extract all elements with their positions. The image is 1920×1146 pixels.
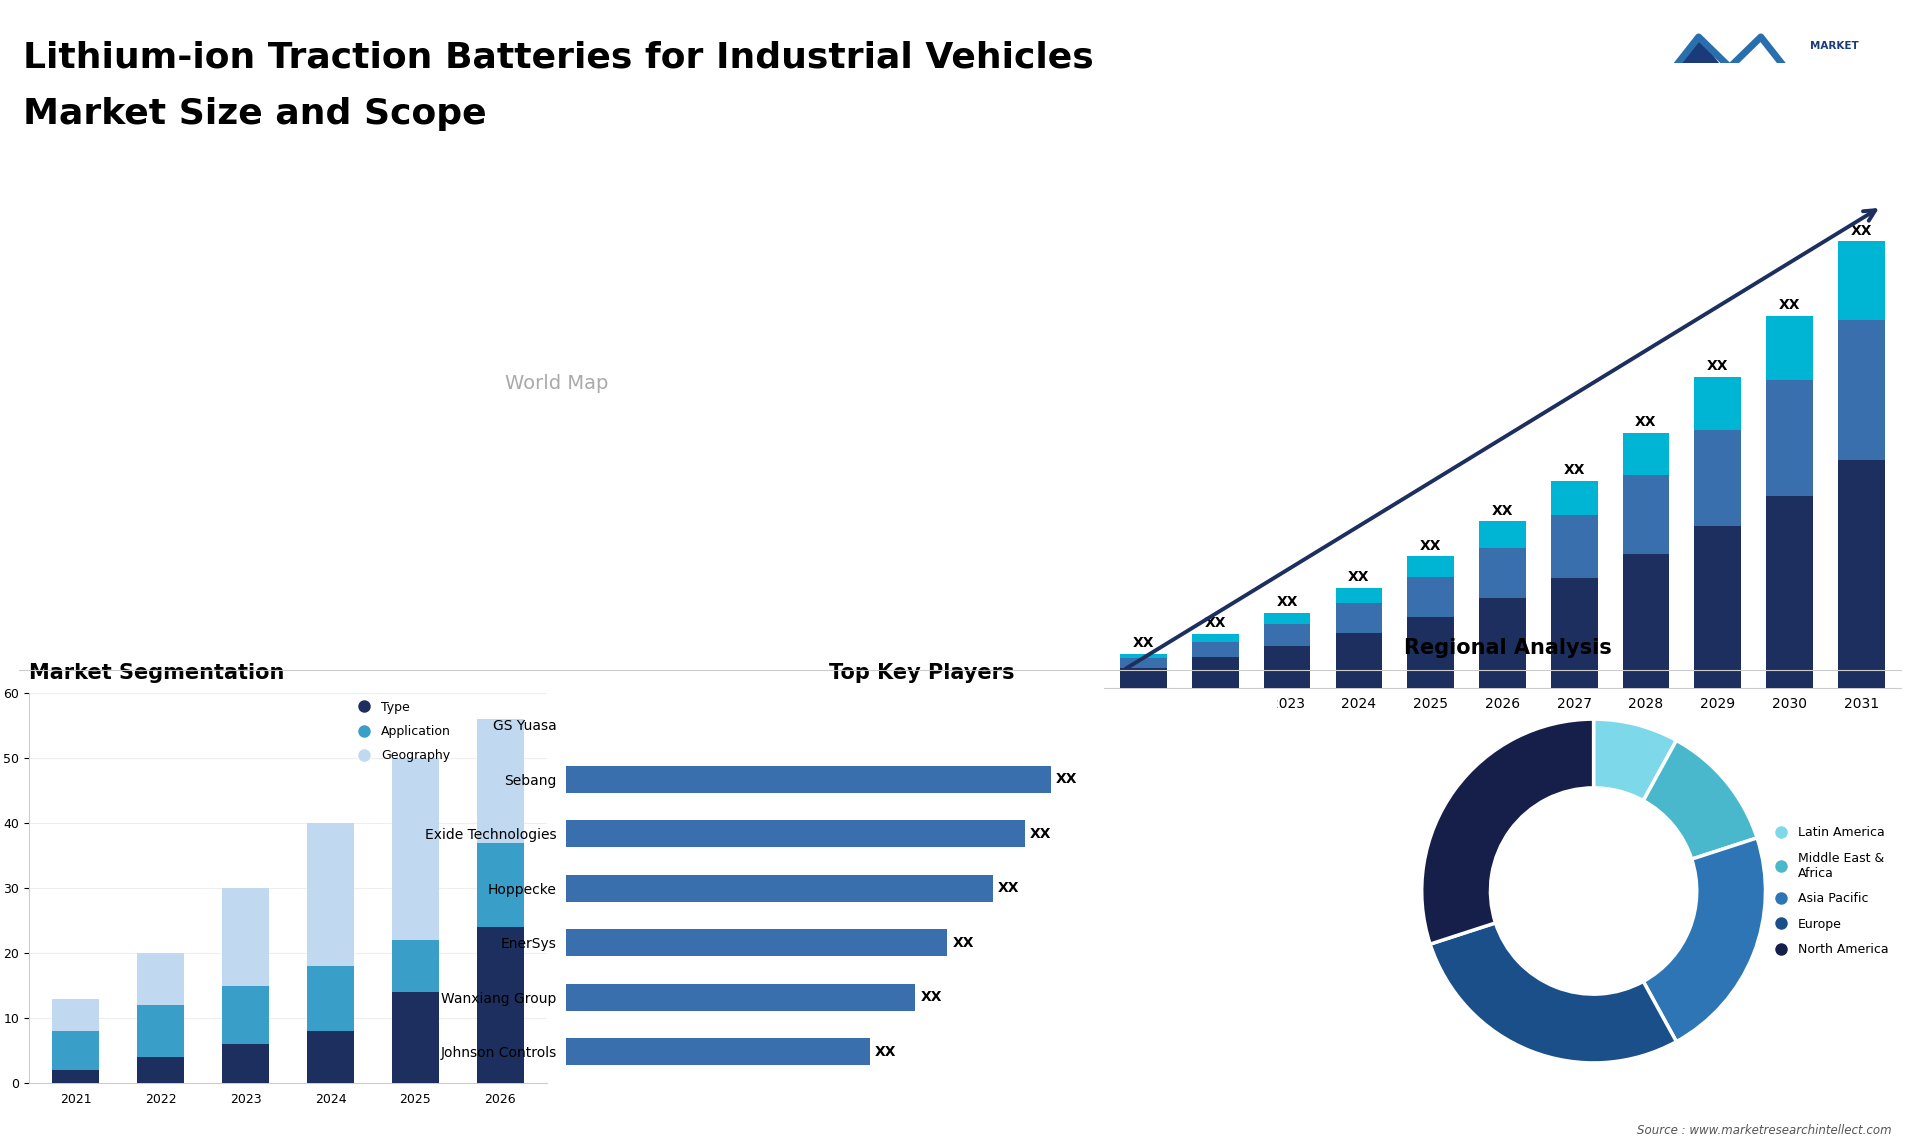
Bar [1336,633,1382,688]
Bar [1837,461,1885,688]
Bar [1766,496,1812,688]
Bar [566,821,1025,847]
Text: XX: XX [1056,772,1077,786]
Bar [136,1005,184,1057]
Bar [1766,316,1812,380]
Bar [1192,642,1238,657]
Bar [392,940,440,992]
Bar [1695,377,1741,430]
Bar [566,874,993,902]
Bar [1263,625,1309,646]
Text: Market Segmentation: Market Segmentation [29,664,284,683]
Text: XX: XX [1636,415,1657,429]
Bar [1336,588,1382,604]
Text: Lithium-ion Traction Batteries for Industrial Vehicles: Lithium-ion Traction Batteries for Indus… [23,40,1094,74]
Bar [392,992,440,1083]
Bar [223,1044,269,1083]
Bar [52,998,100,1031]
Bar [566,766,1050,793]
Bar [1407,617,1453,688]
Text: XX: XX [920,990,943,1004]
Text: XX: XX [1277,596,1298,610]
Bar [1263,646,1309,688]
Bar [223,986,269,1044]
Bar [307,823,353,966]
Text: XX: XX [1492,503,1513,518]
Wedge shape [1421,720,1594,944]
Bar [1551,515,1597,579]
Bar [1695,526,1741,688]
Text: XX: XX [1563,463,1584,477]
Bar [392,759,440,940]
Text: XX: XX [1851,223,1872,237]
Text: XX: XX [1133,636,1154,650]
Bar [1336,604,1382,633]
Bar [1766,380,1812,496]
Bar [307,1031,353,1083]
Bar [566,983,916,1011]
Bar [566,1038,870,1066]
Text: World Map: World Map [505,375,609,393]
Bar [1119,658,1167,668]
Legend: Type, Application, Geography: Type, Application, Geography [346,696,455,767]
Bar [1837,242,1885,320]
Circle shape [1490,788,1697,994]
Text: XX: XX [1778,298,1801,312]
Text: XX: XX [1707,359,1728,374]
Bar [136,953,184,1005]
Bar [136,1057,184,1083]
Title: Regional Analysis: Regional Analysis [1404,637,1611,658]
Text: RESEARCH: RESEARCH [1811,65,1872,74]
Bar [1478,548,1526,598]
Title: Top Key Players: Top Key Players [829,664,1014,683]
Text: XX: XX [1031,826,1052,841]
Bar [1622,555,1668,688]
Text: XX: XX [998,881,1020,895]
Text: INTELLECT: INTELLECT [1811,88,1872,99]
Text: MARKET: MARKET [1811,41,1859,52]
Bar [1551,481,1597,515]
Bar [1407,557,1453,578]
Bar [1407,578,1453,617]
Bar [1622,433,1668,476]
Wedge shape [1644,740,1757,860]
Bar [1119,653,1167,658]
Bar [1837,320,1885,461]
Wedge shape [1594,720,1676,801]
Bar [1119,668,1167,688]
Bar [1695,430,1741,526]
Wedge shape [1644,838,1766,1042]
Text: XX: XX [1421,539,1442,552]
Text: XX: XX [952,935,973,950]
Bar [1192,634,1238,642]
Bar [566,929,947,956]
Text: XX: XX [876,1045,897,1059]
Bar [223,888,269,986]
Polygon shape [1667,37,1730,77]
Bar [1263,613,1309,625]
Text: Market Size and Scope: Market Size and Scope [23,97,486,132]
Bar [1478,598,1526,688]
Bar [476,720,524,842]
Legend: Latin America, Middle East &
Africa, Asia Pacific, Europe, North America: Latin America, Middle East & Africa, Asi… [1763,821,1893,961]
Bar [307,966,353,1031]
Bar [52,1031,100,1070]
Bar [1192,657,1238,688]
Text: XX: XX [1204,617,1227,630]
Bar [1551,579,1597,688]
Bar [1478,521,1526,548]
Text: XX: XX [1348,571,1369,584]
Text: Source : www.marketresearchintellect.com: Source : www.marketresearchintellect.com [1636,1124,1891,1137]
Bar [52,1070,100,1083]
Wedge shape [1430,923,1676,1062]
Bar [1622,476,1668,555]
Bar [476,927,524,1083]
Bar [476,842,524,927]
